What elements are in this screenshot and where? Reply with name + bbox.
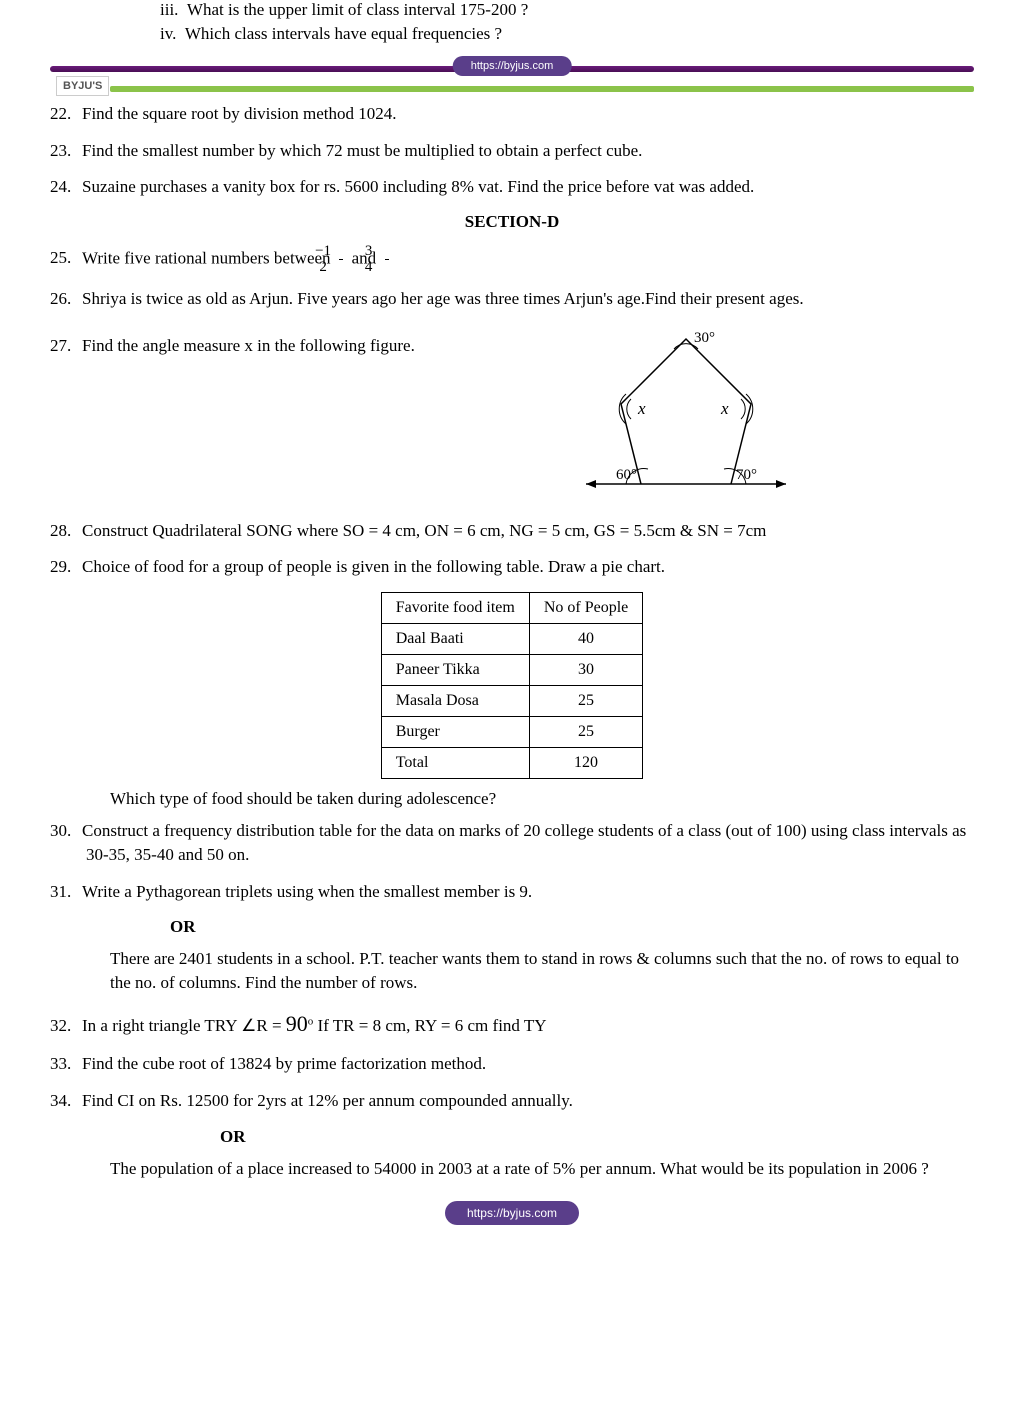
q29: 29.Choice of food for a group of people … [50, 555, 974, 580]
q29-sub: Which type of food should be taken durin… [50, 789, 974, 809]
q22: 22.Find the square root by division meth… [50, 102, 974, 127]
q24: 24.Suzaine purchases a vanity box for rs… [50, 175, 974, 200]
q26: 26.Shriya is twice as old as Arjun. Five… [50, 287, 974, 312]
q30: 30.Construct a frequency distribution ta… [50, 819, 974, 868]
q28: 28.Construct Quadrilateral SONG where SO… [50, 519, 974, 544]
svg-text:30°: 30° [694, 330, 715, 346]
svg-text:60°: 60° [616, 467, 637, 483]
q34-alt: The population of a place increased to 5… [50, 1157, 974, 1182]
q23: 23.Find the smallest number by which 72 … [50, 139, 974, 164]
svg-text:70°: 70° [736, 467, 757, 483]
q33: 33.Find the cube root of 13824 by prime … [50, 1052, 974, 1077]
q32: 32.In a right triangle TRY ∠R = 90o If T… [50, 1008, 974, 1040]
q27-figure: 30° x x 60° 70° [576, 324, 796, 509]
q25: 25.Write five rational numbers between −… [50, 244, 974, 275]
q31: 31.Write a Pythagorean triplets using wh… [50, 880, 974, 905]
top-divider: https://byjus.com [50, 52, 974, 82]
q27: 27.Find the angle measure x in the follo… [50, 334, 516, 359]
q31-alt: There are 2401 students in a school. P.T… [50, 947, 974, 996]
q34: 34.Find CI on Rs. 12500 for 2yrs at 12% … [50, 1089, 974, 1114]
svg-text:x: x [637, 399, 646, 418]
q31-or: OR [170, 917, 974, 937]
svg-text:x: x [720, 399, 729, 418]
q34-or: OR [220, 1127, 974, 1147]
section-d-heading: SECTION-D [50, 212, 974, 232]
item-iv: iv. Which class intervals have equal fre… [160, 24, 974, 44]
food-table: Favorite food itemNo of People Daal Baat… [381, 592, 644, 779]
bottom-url-pill: https://byjus.com [50, 1202, 974, 1222]
byjus-logo: BYJU'S [56, 76, 109, 96]
item-iii: iii. What is the upper limit of class in… [160, 0, 974, 20]
url-pill: https://byjus.com [453, 56, 572, 76]
logo-row: BYJU'S [50, 86, 974, 92]
